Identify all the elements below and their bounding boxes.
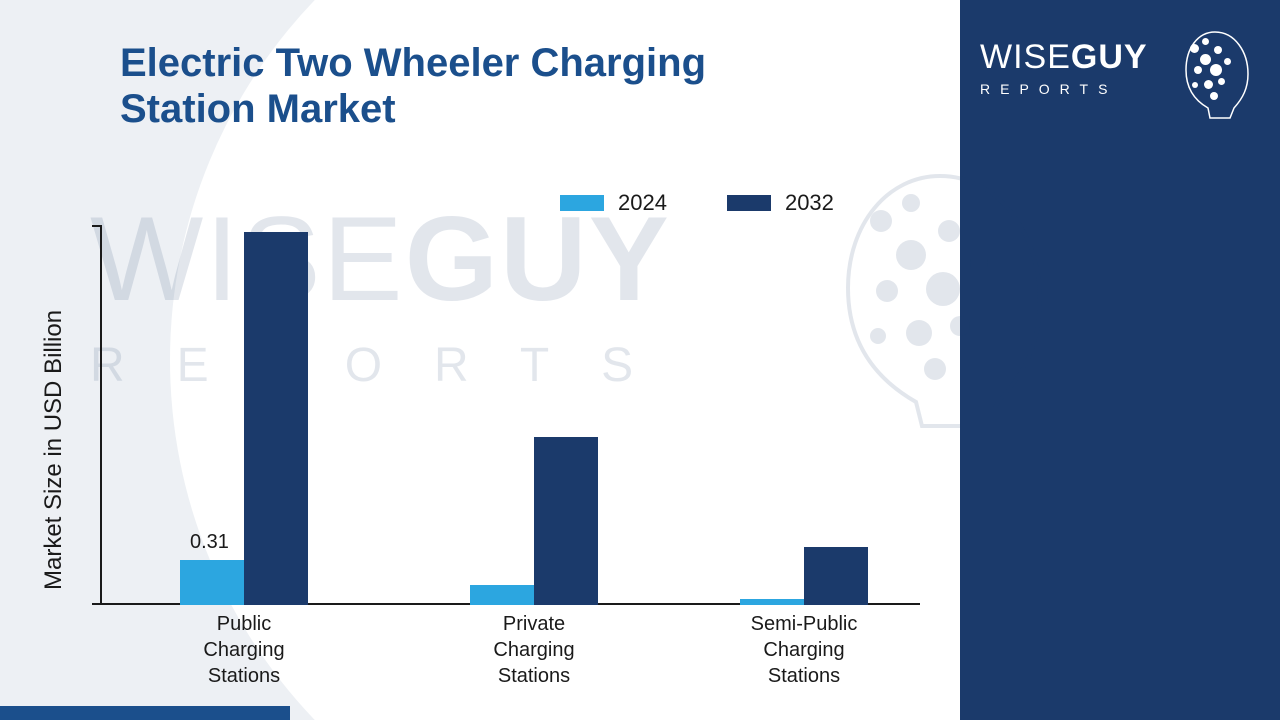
bar-2024-1 xyxy=(470,585,534,605)
bottom-accent-bar xyxy=(0,706,290,720)
bar-2032-2 xyxy=(804,547,868,605)
legend-swatch-2032 xyxy=(727,195,771,211)
bar-2024-2 xyxy=(740,599,804,605)
logo-head-icon xyxy=(1180,30,1250,120)
legend-label-2024: 2024 xyxy=(618,190,667,216)
bar-2032-0 xyxy=(244,232,308,605)
chart-canvas: WISE GUY REPORTS WISE GUY REPORTS xyxy=(0,0,1280,720)
legend-swatch-2024 xyxy=(560,195,604,211)
legend: 2024 2032 xyxy=(560,190,834,216)
legend-item-2032: 2032 xyxy=(727,190,834,216)
logo-text-thin: WISE xyxy=(980,38,1071,77)
brand-logo: WISE GUY REPORTS xyxy=(980,38,1250,138)
y-tick xyxy=(92,603,100,605)
category-label: PublicChargingStations xyxy=(144,611,344,689)
y-axis-label: Market Size in USD Billion xyxy=(40,310,68,590)
bar-2024-0 xyxy=(180,560,244,605)
y-tick xyxy=(92,225,100,227)
legend-label-2032: 2032 xyxy=(785,190,834,216)
legend-item-2024: 2024 xyxy=(560,190,667,216)
logo-text-bold: GUY xyxy=(1071,38,1148,77)
category-label: Semi-PublicChargingStations xyxy=(704,611,904,689)
y-axis xyxy=(100,225,102,605)
bar-2032-1 xyxy=(534,437,598,605)
bar-value-label: 0.31 xyxy=(190,531,229,554)
plot-area: PublicChargingStationsPrivateChargingSta… xyxy=(100,225,920,605)
chart-title: Electric Two Wheeler Charging Station Ma… xyxy=(120,40,820,132)
category-label: PrivateChargingStations xyxy=(434,611,634,689)
